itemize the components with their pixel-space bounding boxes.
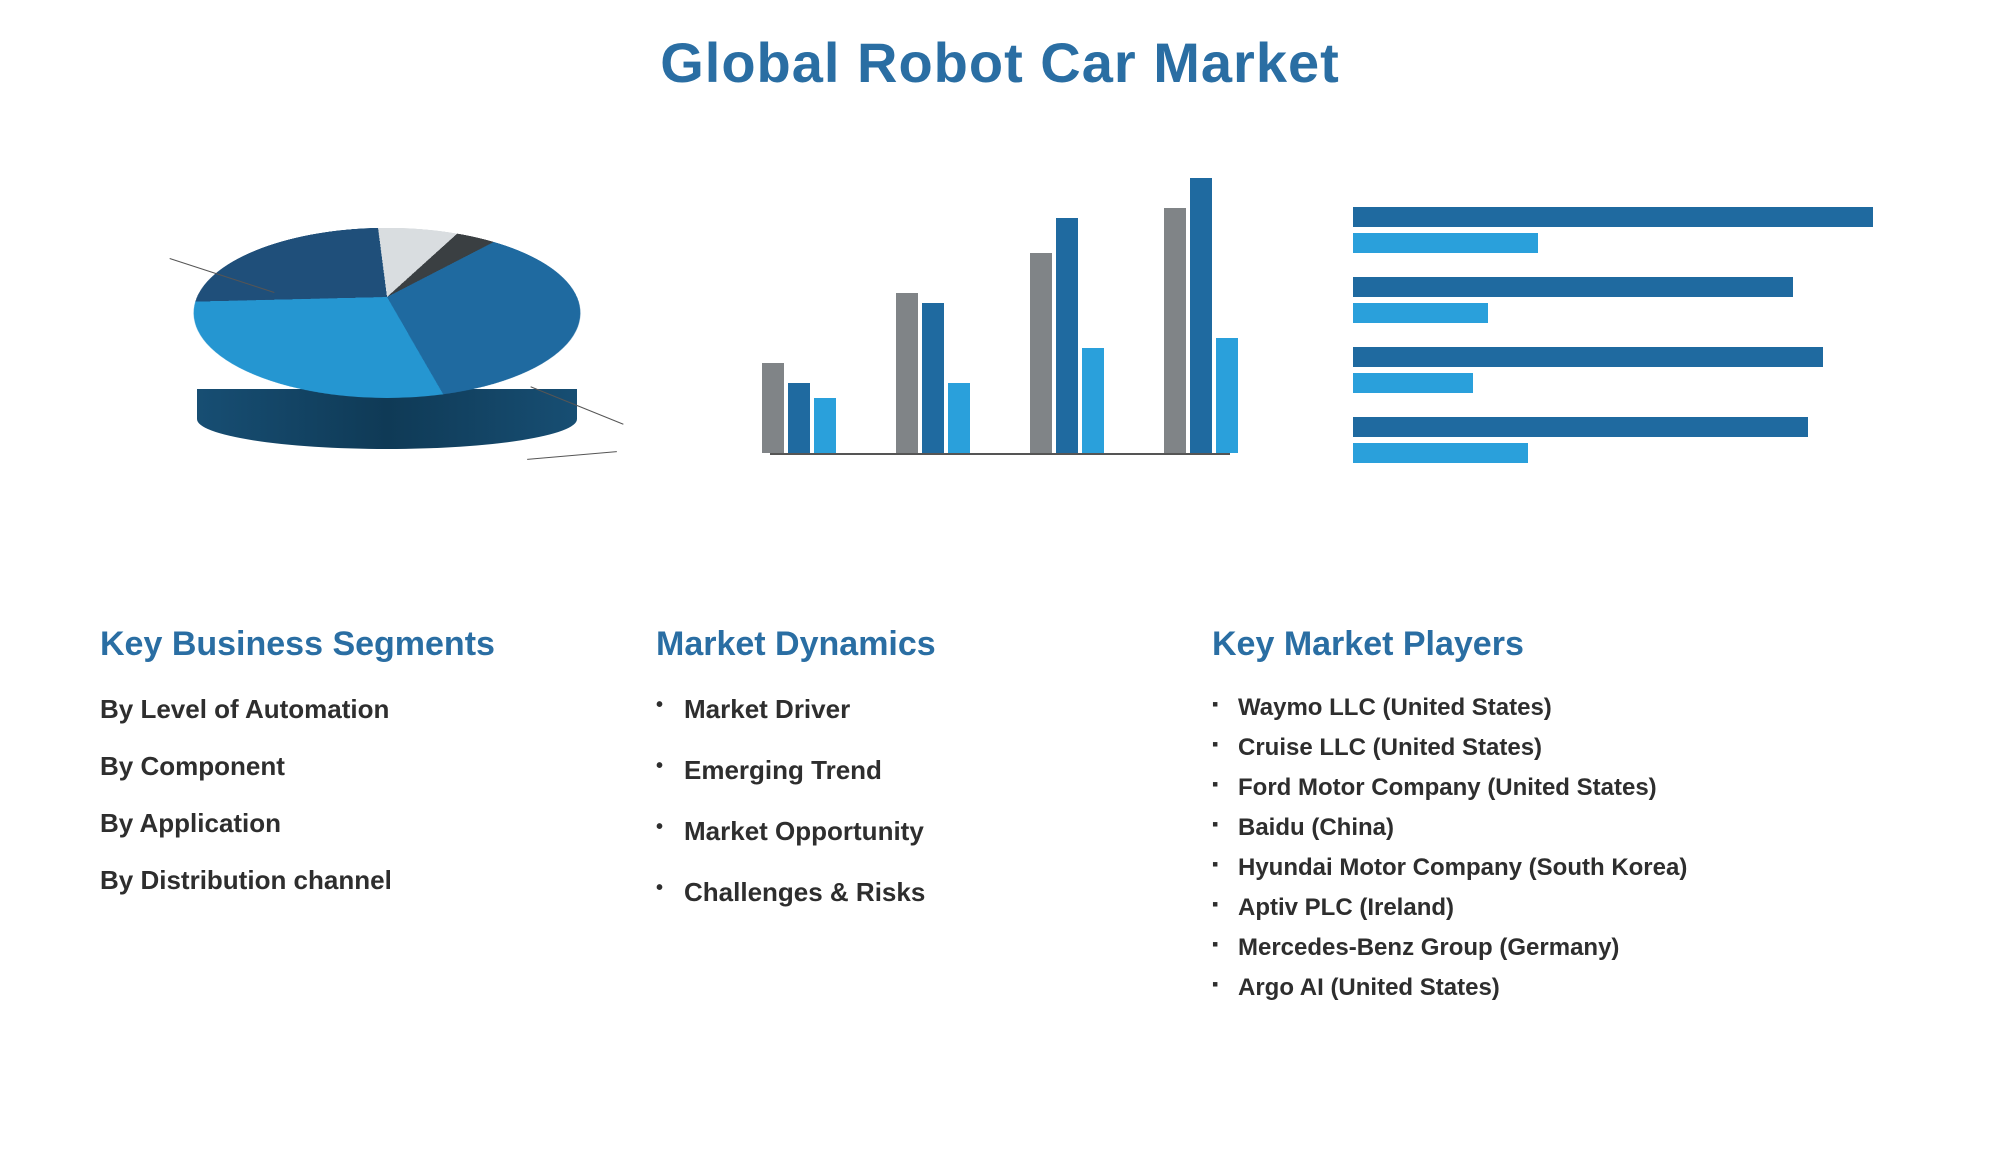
- bar: [1190, 178, 1212, 453]
- hbar-pair: [1353, 207, 1873, 253]
- players-item: Cruise LLC (United States): [1212, 734, 1900, 762]
- hbar: [1353, 303, 1488, 323]
- bar: [814, 398, 836, 453]
- bar-chart-cell: [693, 145, 1306, 525]
- hbar-pair: [1353, 277, 1873, 323]
- hbar: [1353, 347, 1823, 367]
- bar: [896, 293, 918, 453]
- bar: [1056, 218, 1078, 453]
- segments-column: Key Business Segments By Level of Automa…: [100, 625, 616, 1014]
- dynamics-item: Emerging Trend: [656, 755, 1172, 786]
- bar: [1082, 348, 1104, 453]
- players-item: Waymo LLC (United States): [1212, 694, 1900, 722]
- hbar-pair: [1353, 347, 1873, 393]
- page-title: Global Robot Car Market: [80, 30, 1920, 95]
- bar-group: [896, 293, 970, 453]
- players-title: Key Market Players: [1212, 625, 1900, 664]
- hbar: [1353, 207, 1873, 227]
- segments-item: By Application: [100, 808, 616, 839]
- dynamics-list: Market Driver Emerging Trend Market Opport…: [656, 694, 1172, 908]
- hbar: [1353, 233, 1538, 253]
- segments-list: By Level of Automation By Component By App…: [100, 694, 616, 896]
- bar: [1216, 338, 1238, 453]
- bar-group: [1030, 218, 1104, 453]
- pie-face: [153, 228, 620, 398]
- segments-title: Key Business Segments: [100, 625, 616, 664]
- bar: [948, 383, 970, 453]
- dynamics-item: Market Opportunity: [656, 816, 1172, 847]
- hbar-chart-cell: [1307, 145, 1920, 525]
- players-item: Argo AI (United States): [1212, 974, 1900, 1002]
- bar: [922, 303, 944, 453]
- bar-group: [1164, 178, 1238, 453]
- pie-chart-cell: [80, 145, 693, 525]
- dynamics-item: Market Driver: [656, 694, 1172, 725]
- players-item: Hyundai Motor Company (South Korea): [1212, 854, 1900, 882]
- pie-side: [197, 389, 577, 449]
- segments-item: By Level of Automation: [100, 694, 616, 725]
- players-column: Key Market Players Waymo LLC (United Sta…: [1212, 625, 1900, 1014]
- segments-item: By Component: [100, 751, 616, 782]
- hbar: [1353, 373, 1473, 393]
- bar-baseline: [770, 453, 1230, 455]
- hbar: [1353, 277, 1793, 297]
- hbar: [1353, 443, 1528, 463]
- dynamics-title: Market Dynamics: [656, 625, 1172, 664]
- players-item: Mercedes-Benz Group (Germany): [1212, 934, 1900, 962]
- hbar: [1353, 417, 1808, 437]
- pie-chart: [177, 195, 597, 475]
- segments-item: By Distribution channel: [100, 865, 616, 896]
- hbar-chart: [1353, 207, 1873, 463]
- players-item: Aptiv PLC (Ireland): [1212, 894, 1900, 922]
- bar: [1030, 253, 1052, 453]
- charts-row: [80, 145, 1920, 525]
- pie-leader-line: [527, 451, 617, 460]
- bar-chart: [770, 185, 1230, 485]
- text-row: Key Business Segments By Level of Automa…: [80, 625, 1920, 1014]
- players-item: Ford Motor Company (United States): [1212, 774, 1900, 802]
- players-item: Baidu (China): [1212, 814, 1900, 842]
- hbar-pair: [1353, 417, 1873, 463]
- dynamics-column: Market Dynamics Market Driver Emerging Tr…: [656, 625, 1172, 1014]
- bar: [1164, 208, 1186, 453]
- dynamics-item: Challenges & Risks: [656, 877, 1172, 908]
- players-list: Waymo LLC (United States) Cruise LLC (Uni…: [1212, 694, 1900, 1002]
- bar: [788, 383, 810, 453]
- bar-group: [762, 363, 836, 453]
- bar: [762, 363, 784, 453]
